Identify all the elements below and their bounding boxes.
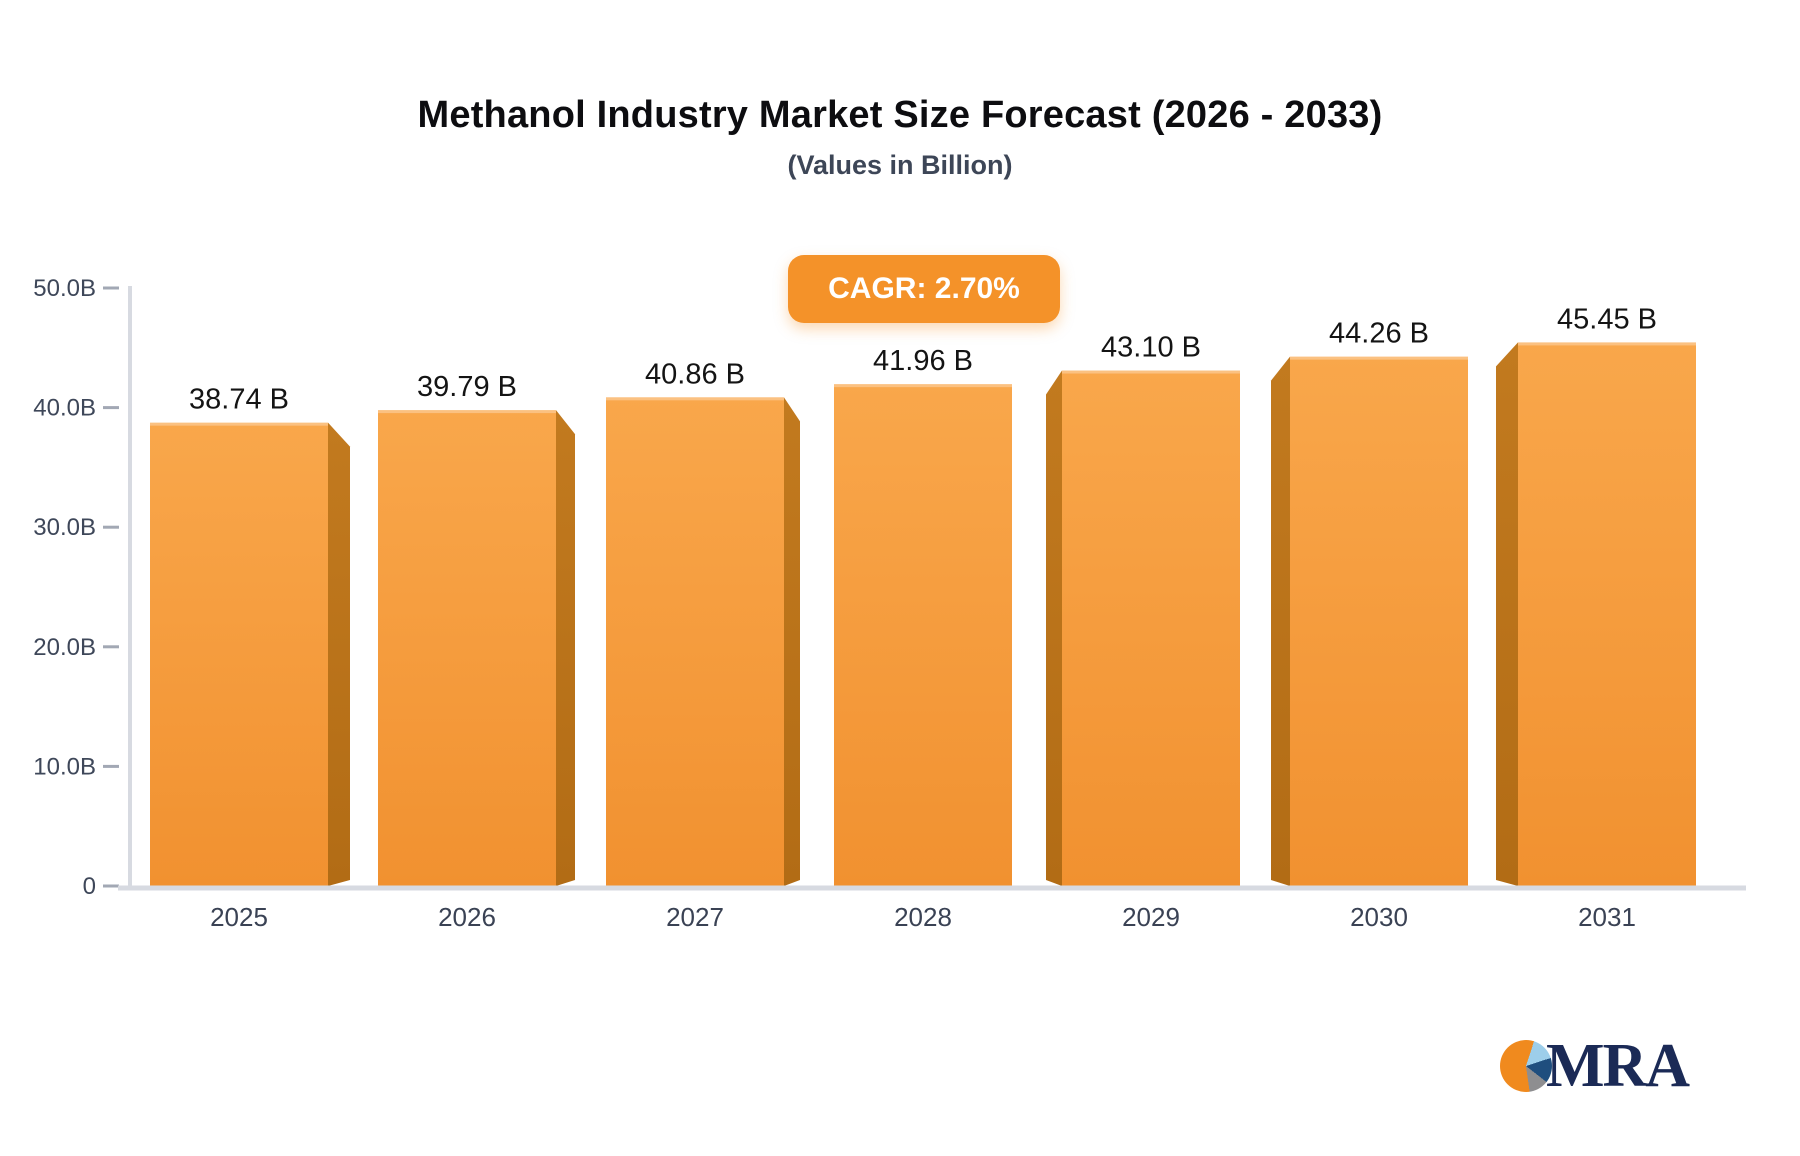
bar-side-face (1271, 356, 1290, 886)
bar-side-face (784, 397, 800, 886)
bar-2026 (378, 410, 556, 886)
x-tick-label: 2031 (1578, 902, 1636, 932)
y-tick-label: 40.0B (33, 395, 96, 422)
x-tick-label: 2029 (1122, 902, 1180, 932)
bar-2028 (834, 384, 1012, 886)
bar-side-face (1046, 370, 1062, 886)
bar-value-label: 45.45 B (1557, 303, 1657, 335)
x-tick-label: 2030 (1350, 902, 1408, 932)
x-tick-label: 2026 (438, 902, 496, 932)
bar-2025 (150, 422, 328, 886)
bar-value-label: 44.26 B (1329, 318, 1429, 350)
bar-value-label: 39.79 B (417, 371, 517, 403)
bar-side-face (556, 410, 575, 886)
mra-logo: MRA (1500, 1032, 1690, 1100)
chart-subtitle: (Values in Billion) (787, 150, 1013, 180)
x-tick-label: 2028 (894, 902, 952, 932)
bar-2030 (1290, 356, 1468, 886)
bar-top-highlight (378, 410, 556, 414)
y-tick-label: 30.0B (33, 514, 96, 541)
page-title: Methanol Industry Market Size Forecast (… (417, 94, 1383, 136)
logo-text: MRA (1546, 1032, 1690, 1100)
bar-2027 (606, 397, 784, 886)
y-tick-label: 10.0B (33, 753, 96, 780)
bar-top-highlight (1290, 356, 1468, 360)
bar-top-highlight (606, 397, 784, 401)
bar-value-label: 38.74 B (189, 384, 289, 416)
bar-value-label: 41.96 B (873, 345, 973, 377)
bar-top-highlight (150, 422, 328, 426)
x-tick-label: 2025 (210, 902, 268, 932)
x-tick-label: 2027 (666, 902, 724, 932)
cagr-badge: CAGR: 2.70% (788, 255, 1060, 323)
pie-chart-icon (1500, 1040, 1552, 1092)
y-tick-label: 20.0B (33, 634, 96, 661)
bar-value-label: 43.10 B (1101, 332, 1201, 364)
bar-value-label: 40.86 B (645, 358, 745, 390)
bar-side-face (1496, 342, 1518, 887)
y-tick-label: 0 (83, 873, 96, 900)
bar-top-highlight (1062, 370, 1240, 374)
bar-top-highlight (1518, 342, 1696, 346)
bar-top-highlight (834, 384, 1012, 388)
y-tick-label: 50.0B (33, 275, 96, 302)
bar-side-face (328, 422, 350, 886)
bar-2029 (1062, 370, 1240, 886)
bar-2031 (1518, 342, 1696, 887)
